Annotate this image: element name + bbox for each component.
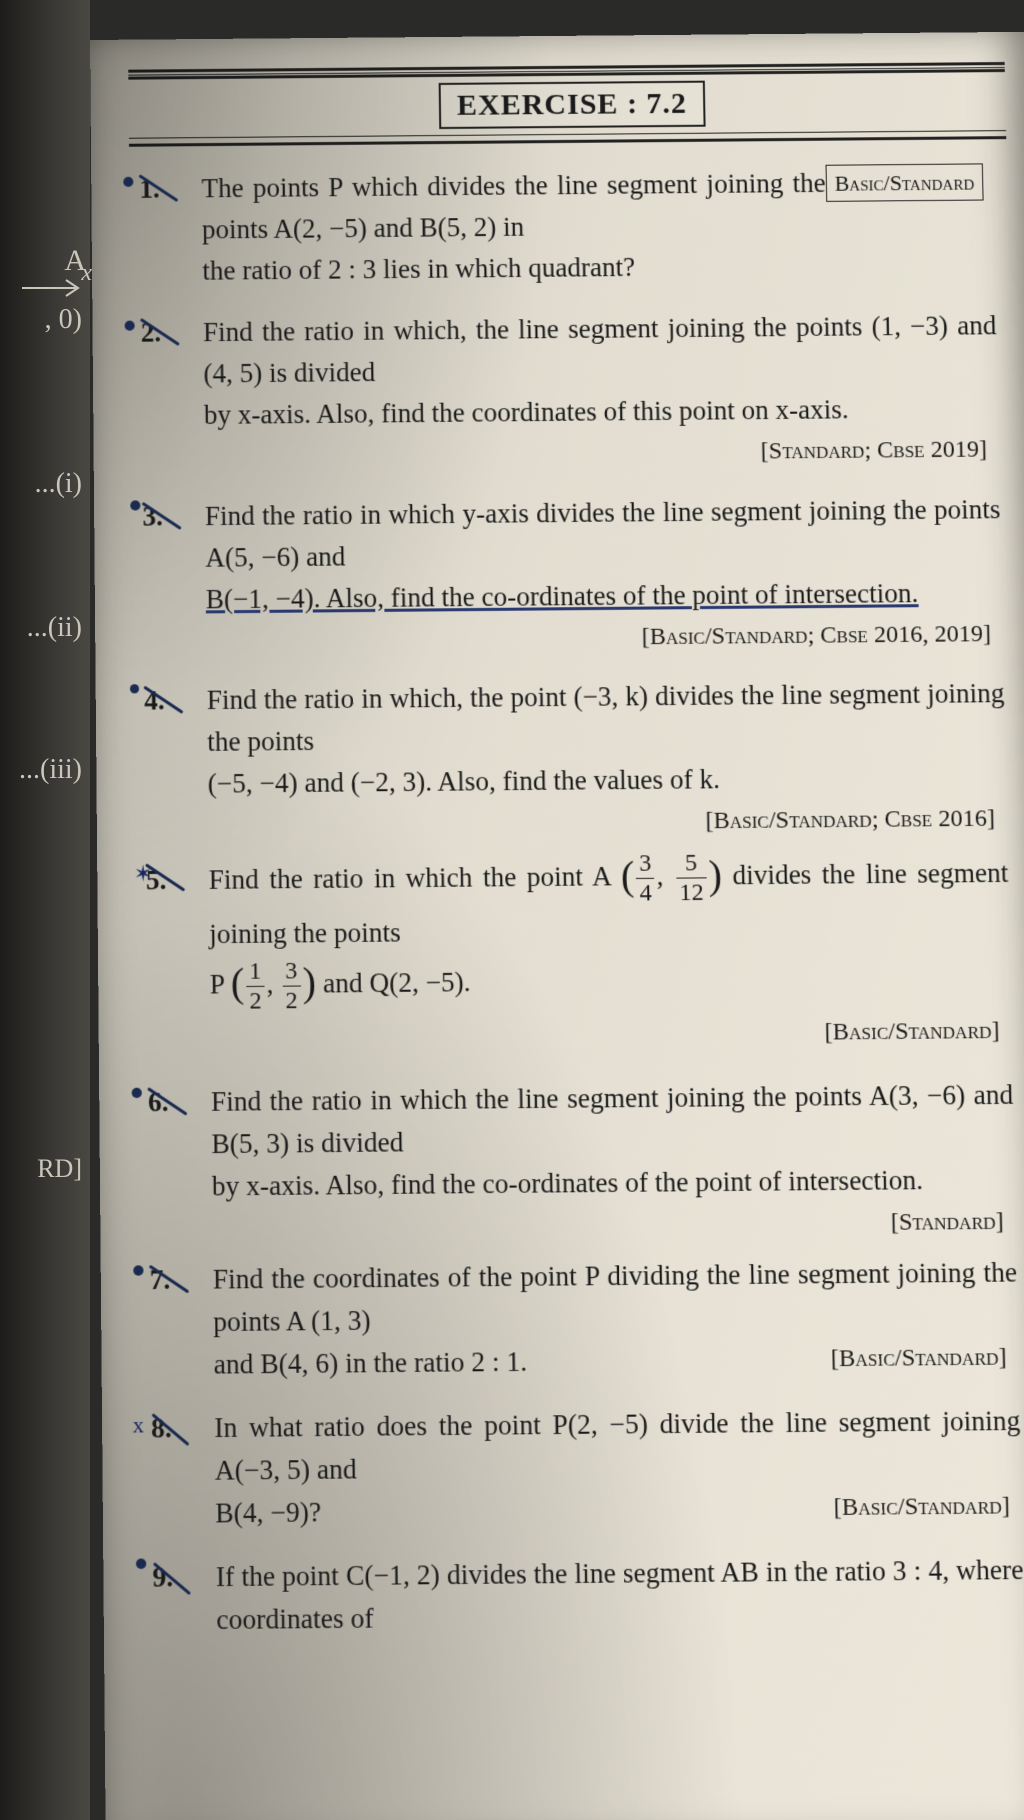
citation: [Standard; Cbse 2019] [204,431,999,475]
question-6: 6. Find the ratio in which the line segm… [138,1064,1024,1219]
pen-dot [130,500,140,510]
pen-x-mark: ✶ [134,853,153,894]
question-text: by x-axis. Also, find the coordinates of… [204,394,849,430]
fraction: 12 [244,959,267,1014]
gutter-marker-ii: ...(ii) [27,614,82,642]
question-text: and Q(2, −5). [323,966,471,998]
rule-top [128,62,1005,80]
question-8: 8. x In what ratio does the point P(2, −… [141,1389,1024,1546]
question-number: 6. [148,1081,203,1124]
close-paren: ) [708,851,722,897]
question-number: 4. [144,680,199,722]
citation: [Basic/Standard; Cbse 2016, 2019] [206,615,1003,659]
question-4: 4. Find the ratio in which, the point (−… [134,662,1021,816]
gutter-origin: , 0) [45,306,82,334]
question-number: 1. [139,168,194,210]
pen-dot [130,684,139,693]
question-text: Find the ratio in which, the line segmen… [203,310,997,389]
question-text: Find the coordinates of the point P divi… [213,1256,1018,1337]
question-text: The points P which divides the line segm… [201,168,825,245]
question-text: Find the ratio in which, the point (−3, … [207,678,1005,757]
exercise-heading: EXERCISE : 7.2 [439,81,706,129]
question-text: Find the ratio in which the point A [209,861,611,895]
fraction: 512 [674,851,709,906]
textbook-page: EXERCISE : 7.2 Basic/Standard 1. The poi… [90,32,1024,1820]
question-7: 7. Find the coordinates of the point P d… [139,1241,1024,1397]
question-number: 5. [146,855,201,905]
question-number: 7. [149,1258,204,1301]
pen-dot [132,1088,142,1098]
question-2: 2. Find the ratio in which, the line seg… [130,295,1013,486]
citation: [Standard] [890,1203,1016,1242]
question-text: P [210,968,225,999]
rule-under [129,130,1006,147]
tag-basic-standard: Basic/Standard [825,163,983,202]
citation: [Basic/Standard; Cbse 2016] [705,800,1007,840]
question-text: and B(4, 6) in the ratio 2 : 1. [214,1346,528,1380]
open-paren: ( [231,960,245,1006]
question-number: 3. [142,495,197,537]
close-paren: ) [302,959,316,1005]
gutter-axis-x: x [81,260,92,287]
question-3: 3. Find the ratio in which y-axis divide… [132,478,1018,670]
gutter-marker-i: ...(i) [35,470,82,498]
pen-x-mark: x [133,1407,145,1442]
question-text: Find the ratio in which y-axis divides t… [205,494,1001,573]
fraction: 32 [280,959,303,1014]
pen-dot [125,321,135,331]
question-text: B(4, −9)? [215,1496,321,1528]
citation: [Basic/Standard] [830,1338,1019,1378]
question-text: Find the ratio in which the line segment… [211,1079,1014,1159]
question-text: B(−1, −4). Also, find the co-ordinates o… [206,577,919,614]
question-text: the ratio of 2 : 3 lies in which quadran… [202,252,635,286]
pen-dot [123,177,133,187]
pen-dot [133,1265,143,1275]
question-number: 9. [152,1556,208,1599]
question-1: Basic/Standard 1. The points P which div… [129,151,1010,302]
question-text: by x-axis. Also, find the co-ordinates o… [212,1165,924,1202]
left-gutter: A x , 0) ...(i) ...(ii) ...(iii) RD] [0,0,90,1820]
question-9: 9. If the point C(−1, 2) divides the lin… [142,1538,1024,1652]
question-5: 5. ✶ Find the ratio in which the point A… [135,838,1024,1072]
pen-dot [136,1558,146,1569]
question-number: 2. [141,312,196,354]
citation: [Basic/Standard] [210,1009,1012,1060]
gutter-rd: RD] [37,1156,82,1182]
fraction: 34 [634,851,657,905]
gutter-marker-iii: ...(iii) [19,756,82,784]
question-text: If the point C(−1, 2) divides the line s… [216,1554,1024,1635]
question-text: In what ratio does the point P(2, −5) di… [214,1405,1020,1486]
open-paren: ( [620,852,634,898]
citation: [Basic/Standard] [833,1487,1022,1527]
question-number: 8. [151,1407,207,1450]
question-text: (−5, −4) and (−2, 3). Also, find the val… [208,764,721,799]
arrow-icon [18,276,88,300]
